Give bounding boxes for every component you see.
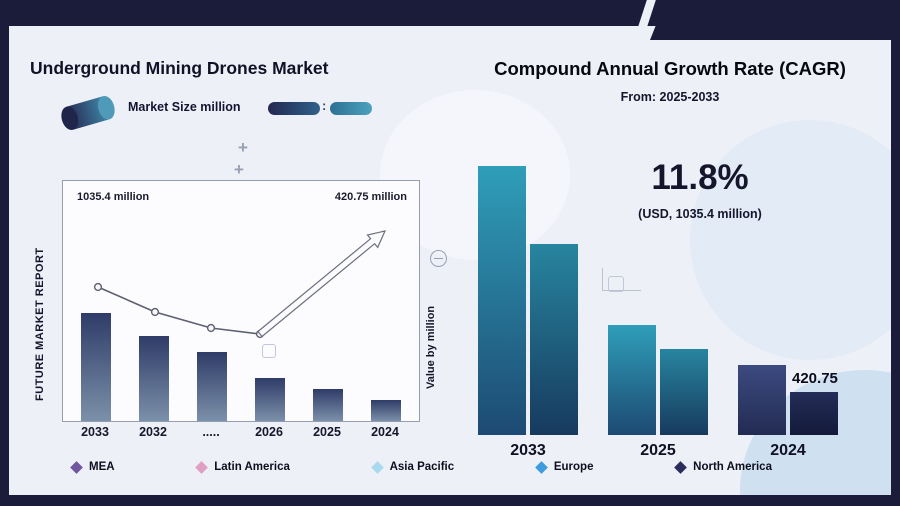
left-chart-x-label: 2024 (371, 425, 399, 439)
right-chart-2024-value-label: 420.75 (792, 370, 838, 387)
right-chart-x-label: 2025 (640, 442, 676, 459)
left-chart-x-label: 2033 (81, 425, 109, 439)
right-chart-group-2025: 2025 (608, 325, 708, 460)
legend-diamond-icon (674, 460, 688, 474)
legend-diamond-icon (534, 460, 548, 474)
frame-right-bar (891, 0, 900, 506)
background-blob (690, 120, 900, 360)
frame-bottom-bar (0, 495, 900, 506)
right-chart-x-label: 2033 (510, 442, 546, 459)
right-chart-bar-pair (608, 325, 708, 435)
right-chart-bar-2033-a (478, 166, 526, 435)
left-chart-bar-..... (197, 352, 227, 421)
plus-decoration: + (238, 138, 248, 157)
right-chart-bar-2024-a (738, 365, 786, 435)
right-chart-bars: 2033 2025 2024 (478, 163, 838, 460)
cylinder-icon (60, 92, 116, 139)
left-chart-bar-2026 (255, 378, 285, 421)
legend-diamond-icon (370, 460, 384, 474)
left-chart-x-label: 2026 (255, 425, 283, 439)
cagr-percentage: 11.8% (651, 158, 749, 197)
legend-item-north-america: North America (674, 460, 772, 474)
legend-diamond-icon (195, 460, 209, 474)
legend-label: Asia Pacific (389, 461, 455, 473)
left-chart-x-axis: 2033 2032..... 2026 2025 2024 (66, 425, 414, 439)
legend-item-latin-america: Latin America (195, 460, 290, 474)
right-chart-y-axis-label: Value by million (425, 305, 437, 389)
plus-decoration: + (234, 160, 244, 179)
legend-diamond-icon (70, 460, 83, 474)
pill-colon: : (322, 98, 327, 113)
left-chart-max-value-label: 1035.4 million (77, 191, 150, 203)
left-chart-bar-2025 (313, 389, 343, 421)
left-chart-x-label: 2032 (139, 425, 167, 439)
left-chart-bar-2024 (371, 400, 401, 421)
right-chart-bar-pair (478, 166, 578, 435)
left-chart-bar-2033 (81, 313, 111, 421)
legend-label: MEA (89, 461, 115, 473)
right-chart-bar-2025-a (608, 325, 656, 435)
left-chart-panel: 1035.4 million 420.75 million (62, 180, 420, 422)
right-chart-group-2024: 2024 (738, 365, 838, 460)
left-chart-bars (67, 309, 415, 421)
pill-decoration (268, 102, 320, 115)
legend-label: Latin America (214, 461, 290, 473)
left-chart-bar-2032 (139, 336, 169, 421)
cagr-basis-note: (USD, 1035.4 million) (638, 207, 762, 221)
left-chart-min-value-label: 420.75 million (334, 191, 407, 203)
market-size-legend-label: Market Size million (128, 100, 241, 114)
left-chart-x-label: 2025 (313, 425, 341, 439)
region-legend: MEA Latin America Asia Pacific Europe North … (70, 460, 772, 474)
legend-label: North America (693, 461, 772, 473)
legend-item-mea: MEA (70, 460, 115, 474)
left-chart-title: Underground Mining Drones Market (30, 58, 329, 78)
frame-left-bar (0, 0, 9, 506)
right-chart-bar-2033-b (530, 244, 578, 435)
right-chart-bar-2025-b (660, 349, 708, 435)
right-chart-bar-2024-b (790, 392, 838, 435)
legend-item-europe: Europe (534, 460, 594, 474)
right-chart-group-2033: 2033 (478, 166, 578, 460)
right-chart-bar-pair (738, 365, 838, 435)
right-chart-title: Compound Annual Growth Rate (CAGR) (494, 58, 846, 79)
circle-minus-decoration (430, 250, 447, 267)
square-decoration (262, 344, 276, 358)
legend-item-asia-pacific: Asia Pacific (370, 460, 455, 474)
future-market-report-watermark: FUTURE MARKET REPORT (34, 247, 46, 401)
left-chart-x-label: ..... (202, 425, 220, 439)
right-chart-subtitle: From: 2025-2033 (620, 90, 720, 104)
legend-label: Europe (553, 461, 594, 473)
right-chart-x-label: 2024 (770, 442, 806, 459)
square-decoration (608, 276, 624, 292)
frame-top-right-bar (650, 0, 900, 40)
trend-line-and-arrow (93, 230, 387, 339)
pill-decoration (330, 102, 372, 115)
